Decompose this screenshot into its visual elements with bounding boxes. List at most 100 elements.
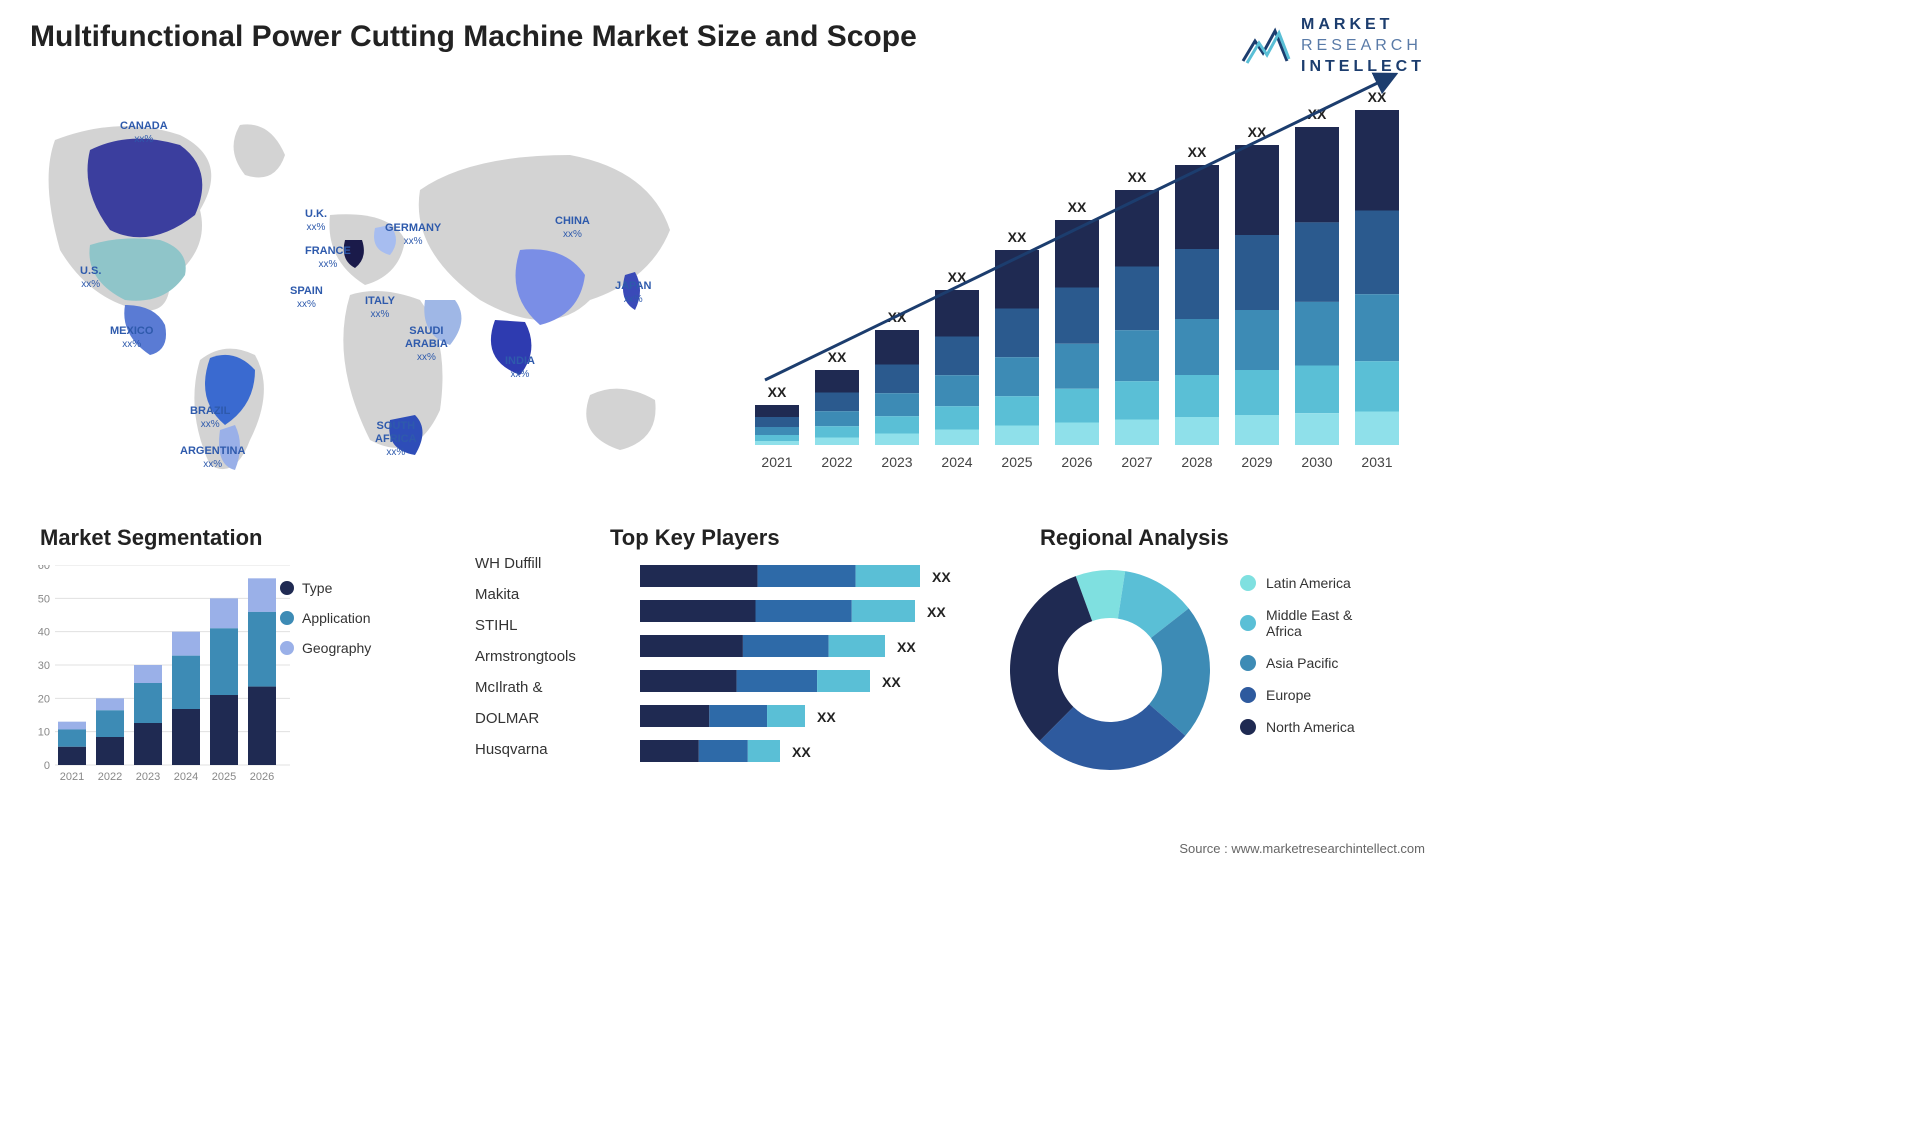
svg-text:XX: XX	[1188, 144, 1207, 160]
map-label: JAPANxx%	[615, 280, 651, 306]
svg-text:2026: 2026	[250, 771, 274, 783]
map-label: SPAINxx%	[290, 285, 323, 311]
svg-text:2025: 2025	[1001, 454, 1032, 470]
svg-text:10: 10	[38, 727, 50, 739]
logo-line1: MARKET	[1301, 15, 1425, 36]
svg-text:XX: XX	[828, 349, 847, 365]
page-title: Multifunctional Power Cutting Machine Ma…	[30, 20, 917, 54]
players-list: WH DuffillMakitaSTIHLArmstrongtoolsMcIlr…	[475, 555, 615, 772]
svg-text:40: 40	[38, 627, 50, 639]
svg-text:2026: 2026	[1061, 454, 1092, 470]
legend-item: Europe	[1240, 687, 1355, 703]
regional-donut	[1000, 560, 1220, 780]
svg-text:2023: 2023	[136, 771, 160, 783]
svg-text:60: 60	[38, 565, 50, 572]
svg-text:XX: XX	[932, 569, 951, 585]
legend-item: Application	[280, 610, 371, 626]
svg-text:2021: 2021	[60, 771, 84, 783]
svg-text:XX: XX	[1008, 229, 1027, 245]
legend-label: Geography	[302, 640, 371, 656]
legend-item: Type	[280, 580, 371, 596]
svg-text:XX: XX	[1068, 199, 1087, 215]
map-label: ITALYxx%	[365, 295, 395, 321]
map-label: INDIAxx%	[505, 355, 535, 381]
player-name: Makita	[475, 586, 615, 603]
legend-item: Latin America	[1240, 575, 1355, 591]
logo-line2: RESEARCH	[1301, 36, 1425, 57]
legend-item: Asia Pacific	[1240, 655, 1355, 671]
legend-label: Application	[302, 610, 371, 626]
svg-text:2022: 2022	[821, 454, 852, 470]
logo-icon	[1241, 21, 1291, 71]
world-map: CANADAxx% U.S.xx% MEXICOxx% BRAZILxx% ARGENT…	[30, 100, 710, 470]
svg-text:2028: 2028	[1181, 454, 1212, 470]
map-label: CHINAxx%	[555, 215, 590, 241]
map-label: ARGENTINAxx%	[180, 445, 245, 471]
map-label: U.K.xx%	[305, 208, 327, 234]
legend-label: Europe	[1266, 687, 1311, 703]
svg-text:2024: 2024	[941, 454, 972, 470]
svg-text:50: 50	[38, 593, 50, 605]
svg-text:2022: 2022	[98, 771, 122, 783]
legend-item: Middle East &Africa	[1240, 607, 1355, 639]
legend-color-dot	[1240, 719, 1256, 735]
svg-text:XX: XX	[927, 604, 946, 620]
map-label: MEXICOxx%	[110, 325, 153, 351]
svg-text:XX: XX	[882, 674, 901, 690]
logo-line3: INTELLECT	[1301, 57, 1425, 78]
brand-logo: MARKET RESEARCH INTELLECT	[1241, 15, 1425, 77]
svg-text:2024: 2024	[174, 771, 198, 783]
svg-text:2023: 2023	[881, 454, 912, 470]
players-title: Top Key Players	[610, 525, 780, 551]
regional-title: Regional Analysis	[1040, 525, 1229, 551]
legend-color-dot	[280, 611, 294, 625]
legend-label: North America	[1266, 719, 1355, 735]
legend-color-dot	[1240, 575, 1256, 591]
legend-color-dot	[280, 641, 294, 655]
svg-text:2025: 2025	[212, 771, 236, 783]
map-label: BRAZILxx%	[190, 405, 230, 431]
source-credit: Source : www.marketresearchintellect.com	[1179, 841, 1425, 856]
legend-label: Latin America	[1266, 575, 1351, 591]
legend-color-dot	[1240, 687, 1256, 703]
svg-text:2021: 2021	[761, 454, 792, 470]
map-label: CANADAxx%	[120, 120, 168, 146]
map-label: SAUDIARABIAxx%	[405, 325, 448, 365]
player-name: DOLMAR	[475, 710, 615, 727]
map-label: SOUTHAFRICAxx%	[375, 420, 417, 460]
legend-label: Asia Pacific	[1266, 655, 1338, 671]
legend-color-dot	[1240, 655, 1256, 671]
main-growth-chart: XX2021XX2022XX2023XX2024XX2025XX2026XX20…	[740, 95, 1430, 475]
segmentation-chart: 0 10 20 30 40 50 60 2021 2022 2023 2024 2025 2026	[30, 565, 460, 835]
svg-text:XX: XX	[768, 384, 787, 400]
player-name: STIHL	[475, 617, 615, 634]
logo-text: MARKET RESEARCH INTELLECT	[1301, 15, 1425, 77]
svg-text:XX: XX	[897, 639, 916, 655]
legend-color-dot	[280, 581, 294, 595]
svg-text:20: 20	[38, 693, 50, 705]
segmentation-title: Market Segmentation	[40, 525, 263, 551]
legend-color-dot	[1240, 615, 1256, 631]
svg-text:XX: XX	[1368, 89, 1387, 105]
legend-label: Middle East &Africa	[1266, 607, 1352, 639]
svg-text:XX: XX	[817, 709, 836, 725]
legend-item: Geography	[280, 640, 371, 656]
players-chart: XX XX XX XX XX XX	[640, 565, 960, 805]
player-name: Husqvarna	[475, 741, 615, 758]
regional-legend: Latin America Middle East &Africa Asia Pac…	[1240, 575, 1355, 751]
player-name: Armstrongtools	[475, 648, 615, 665]
svg-text:XX: XX	[1128, 169, 1147, 185]
svg-text:0: 0	[44, 760, 50, 772]
map-label: GERMANYxx%	[385, 222, 441, 248]
player-name: McIlrath &	[475, 679, 615, 696]
svg-text:30: 30	[38, 660, 50, 672]
legend-item: North America	[1240, 719, 1355, 735]
legend-label: Type	[302, 580, 332, 596]
svg-text:XX: XX	[792, 744, 811, 760]
svg-text:2031: 2031	[1361, 454, 1392, 470]
segmentation-legend: Type Application Geography	[280, 580, 371, 670]
svg-text:2029: 2029	[1241, 454, 1272, 470]
map-label: FRANCExx%	[305, 245, 351, 271]
map-label: U.S.xx%	[80, 265, 101, 291]
svg-text:2030: 2030	[1301, 454, 1332, 470]
